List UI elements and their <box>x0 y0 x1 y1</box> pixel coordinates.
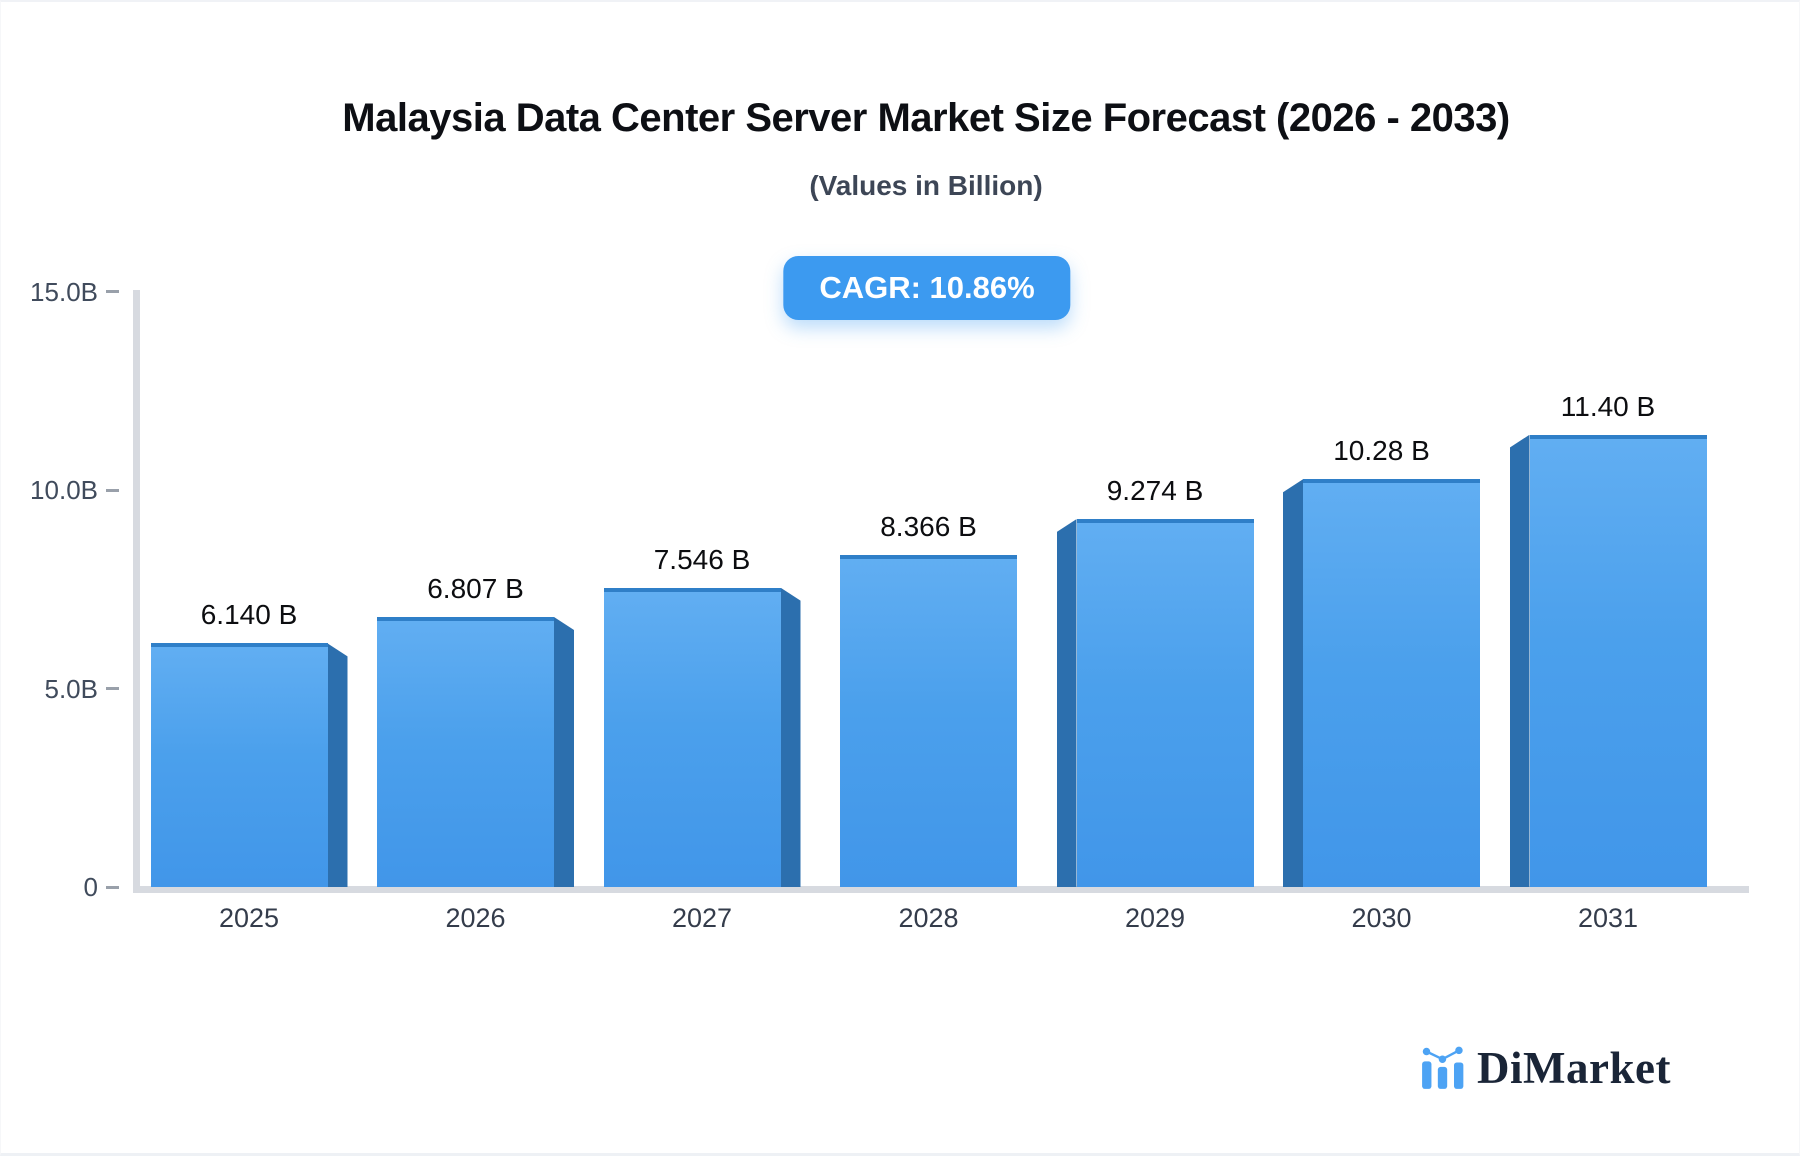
bar-side-3d-2030 <box>1283 479 1303 887</box>
y-axis-tick-label-0: 0 <box>83 872 98 902</box>
y-axis-tick-label-10.0B: 10.0B <box>30 475 98 506</box>
x-axis-label-2027: 2027 <box>671 903 733 933</box>
x-axis-label-2030: 2030 <box>1351 903 1412 933</box>
bar-face-2028 <box>840 555 1017 887</box>
x-axis-label-2028: 2028 <box>898 903 959 933</box>
y-axis-tick-mark <box>106 290 119 294</box>
cagr-badge: CAGR: 10.86% <box>783 256 1071 320</box>
bar-face-2026 <box>377 616 554 887</box>
y-axis-tick-mark <box>106 885 119 889</box>
bar-face-2030 <box>1303 479 1480 887</box>
x-axis-label-2025: 2025 <box>218 903 280 933</box>
y-axis-tick-mark <box>106 687 119 691</box>
y-axis-line <box>133 290 140 890</box>
bar-value-label-2030: 10.28 B <box>1333 435 1430 467</box>
bar-side-3d-2031 <box>1509 434 1530 887</box>
y-axis-tick-label-5.0B: 5.0B <box>44 673 99 704</box>
bar-face-2025 <box>150 643 328 887</box>
x-axis-label-2026: 2026 <box>445 903 506 933</box>
bar-value-label-2026: 6.807 B <box>427 572 524 604</box>
bar-side-3d-2027 <box>780 587 801 887</box>
bar-side-3d-2026 <box>554 616 574 887</box>
y-axis-tick-mark <box>106 488 119 492</box>
bar-face-2031 <box>1529 434 1707 887</box>
bar-value-label-2027: 7.546 B <box>653 543 751 575</box>
bar-side-3d-2029 <box>1056 519 1077 887</box>
x-axis-label-2031: 2031 <box>1577 903 1639 933</box>
x-axis-label-2029: 2029 <box>1124 903 1186 933</box>
y-axis-tick-label-15.0B: 15.0B <box>30 276 98 307</box>
x-axis-line <box>133 886 1749 893</box>
bar-value-label-2031: 11.40 B <box>1560 390 1656 422</box>
brand-logo: DiMarket <box>1421 1042 1671 1094</box>
chart-subtitle: (Values in Billion) <box>809 170 1043 201</box>
bar-value-label-2028: 8.366 B <box>880 511 977 543</box>
bar-side-3d-2025 <box>327 643 348 887</box>
brand-logo-text: DiMarket <box>1477 1043 1671 1093</box>
chart-title: Malaysia Data Center Server Market Size … <box>342 96 1510 140</box>
bar-value-label-2029: 9.274 B <box>1106 475 1204 507</box>
bar-face-2027 <box>603 587 781 887</box>
brand-logo-icon <box>1422 1046 1464 1089</box>
bar-value-label-2025: 6.140 B <box>200 599 298 631</box>
bar-face-2029 <box>1076 519 1254 887</box>
